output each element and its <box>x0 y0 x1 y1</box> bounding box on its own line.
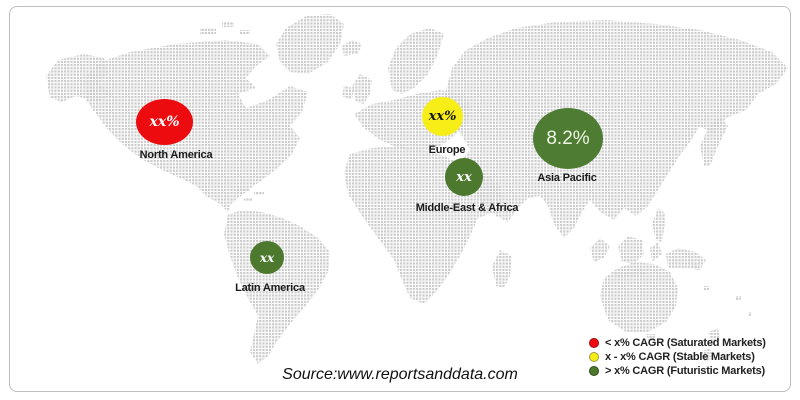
island-sulawesi <box>650 242 662 262</box>
label-middle-east-africa: Middle-East & Africa <box>415 202 519 214</box>
bubble-north-america-value: xx% <box>149 114 180 130</box>
arctic-island <box>222 22 234 27</box>
legend-item-stable-label: x - x% CAGR (Stable Markets) <box>605 350 755 363</box>
bubble-latin-america-value: xx <box>259 250 275 265</box>
continents <box>46 14 788 364</box>
pacific-island <box>692 264 698 268</box>
island-sumatra <box>590 238 610 262</box>
legend-item-saturated-label: < x% CAGR (Saturated Markets) <box>605 336 766 349</box>
bubble-north-america: xx% <box>136 99 193 145</box>
arctic-island <box>200 28 216 34</box>
island-britain <box>352 74 372 104</box>
bubble-europe: xx% <box>422 97 463 136</box>
island-iceland <box>342 40 362 56</box>
island-philippines <box>652 208 666 242</box>
bubble-asia-pacific: 8.2% <box>533 108 603 169</box>
legend-item-futuristic-label: > x% CAGR (Futuristic Markets) <box>605 364 765 377</box>
label-latin-america: Latin America <box>235 282 305 294</box>
island-tasmania <box>646 334 656 342</box>
island-japan <box>700 116 728 166</box>
bubble-middle-east-africa-value: xx <box>456 169 472 185</box>
caribbean-island <box>244 198 252 201</box>
island-ireland <box>342 86 354 100</box>
legend-green-dot-icon <box>589 365 599 376</box>
pacific-island <box>748 312 752 316</box>
label-europe: Europe <box>428 144 466 156</box>
legend-red-dot-icon <box>589 337 599 348</box>
label-north-america: North America <box>139 149 213 161</box>
legend: < x% CAGR (Saturated Markets) x - x% CAG… <box>589 336 766 377</box>
island-borneo <box>618 236 644 264</box>
legend-item-stable: x - x% CAGR (Stable Markets) <box>589 350 766 363</box>
legend-item-futuristic: > x% CAGR (Futuristic Markets) <box>589 364 766 377</box>
island-new-guinea <box>666 248 706 270</box>
caribbean-island <box>236 188 250 192</box>
bubble-asia-pacific-value: 8.2% <box>546 127 590 149</box>
frame-border <box>9 6 791 392</box>
source-attribution: Source:www.reportsanddata.com <box>282 366 518 383</box>
island-new-zealand-north <box>708 328 720 344</box>
legend-item-saturated: < x% CAGR (Saturated Markets) <box>589 336 766 349</box>
pacific-island <box>704 286 709 290</box>
pacific-island <box>736 296 741 300</box>
bubble-middle-east-africa: xx <box>445 158 483 196</box>
caribbean-island <box>254 192 264 195</box>
island-new-zealand-south <box>700 348 714 362</box>
arctic-island <box>240 30 250 34</box>
continent-north-america <box>84 40 308 212</box>
island-madagascar <box>492 250 512 288</box>
legend-yellow-dot-icon <box>589 351 599 362</box>
bubble-europe-value: xx% <box>428 109 457 124</box>
continent-scandinavia <box>388 28 444 94</box>
continent-greenland <box>276 14 344 74</box>
label-asia-pacific: Asia Pacific <box>537 172 597 184</box>
continent-asia <box>444 20 788 238</box>
continent-australia <box>600 262 678 332</box>
bubble-latin-america: xx <box>250 241 284 274</box>
continent-south-america <box>224 210 330 364</box>
